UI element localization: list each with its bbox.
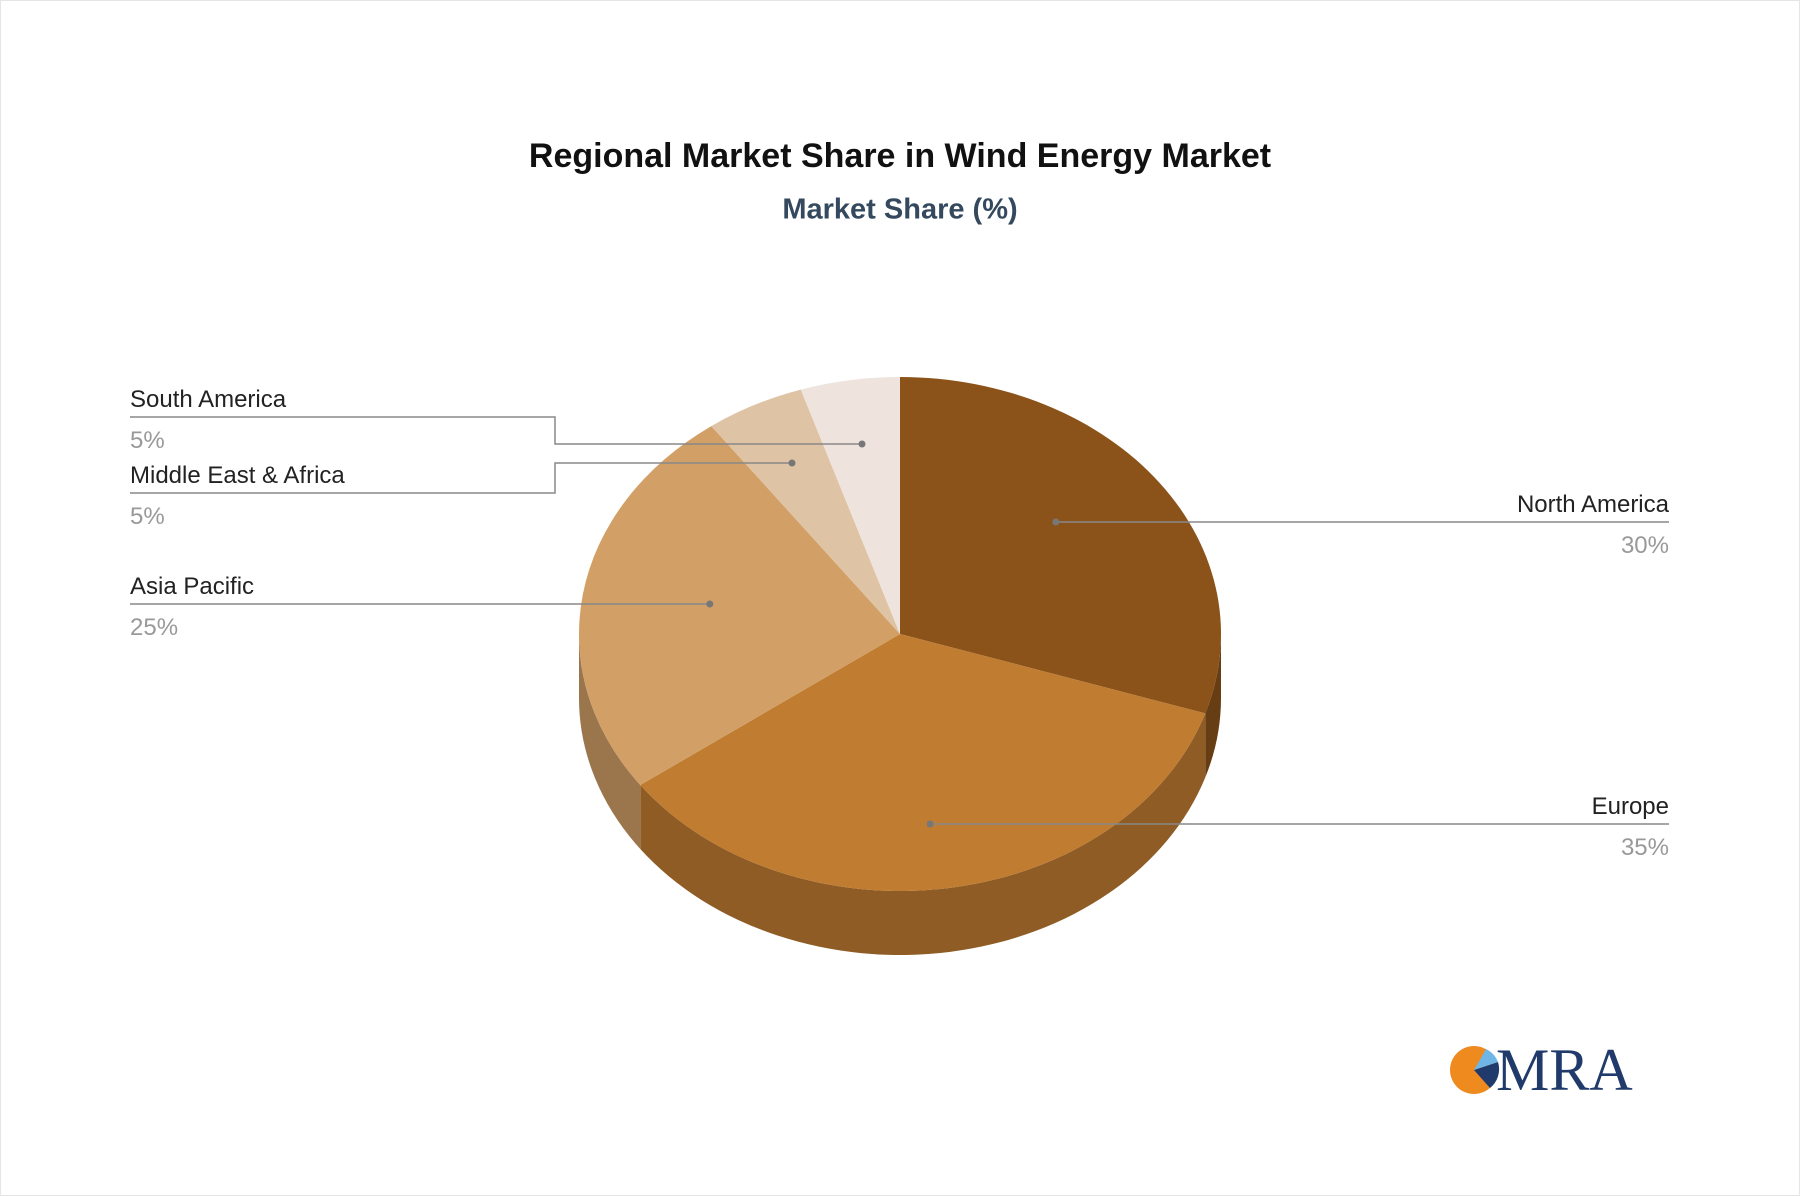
slice-side bbox=[640, 713, 1206, 955]
logo: MRA bbox=[1450, 1037, 1633, 1103]
slice bbox=[640, 634, 1206, 891]
slice-value: 5% bbox=[130, 427, 165, 454]
slice-label: South America bbox=[130, 386, 287, 413]
pie bbox=[579, 377, 1221, 955]
chart-subtitle: Market Share (%) bbox=[782, 194, 1017, 226]
slice bbox=[579, 426, 900, 786]
chart-title: Regional Market Share in Wind Energy Mar… bbox=[529, 137, 1271, 175]
slice-label: North America bbox=[1517, 491, 1670, 518]
leader-dot bbox=[788, 459, 796, 467]
slice-value: 30% bbox=[1621, 532, 1669, 559]
slice-side bbox=[1205, 634, 1221, 778]
leader-dot bbox=[706, 600, 714, 608]
slice-side bbox=[579, 634, 641, 850]
leader-line bbox=[130, 416, 862, 445]
leader-line bbox=[130, 462, 792, 494]
slice-value: 35% bbox=[1621, 834, 1669, 861]
slice-label: Europe bbox=[1592, 793, 1669, 820]
slice bbox=[711, 389, 900, 634]
leader-dot bbox=[1052, 518, 1060, 526]
slice-label: Asia Pacific bbox=[130, 573, 254, 600]
logo-text: MRA bbox=[1496, 1037, 1633, 1103]
slice-label: Middle East & Africa bbox=[130, 462, 345, 489]
slice bbox=[900, 377, 1221, 714]
logo-wedge bbox=[1474, 1049, 1498, 1070]
slice-value: 5% bbox=[130, 503, 165, 530]
slice-value: 25% bbox=[130, 614, 178, 641]
leader-dot bbox=[926, 820, 934, 828]
leader-dot bbox=[858, 440, 866, 448]
logo-wedge bbox=[1474, 1062, 1500, 1088]
slice bbox=[800, 377, 900, 634]
